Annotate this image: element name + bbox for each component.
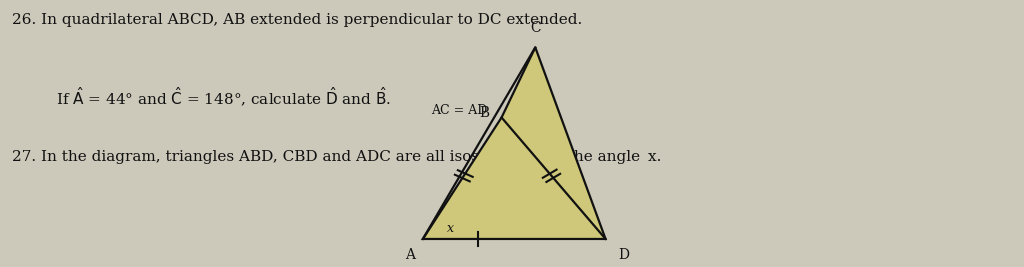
Text: B: B: [479, 106, 488, 120]
Text: C: C: [530, 21, 541, 34]
Text: 27. In the diagram, triangles ABD, CBD and ADC are all isosceles. Find the angle: 27. In the diagram, triangles ABD, CBD a…: [12, 150, 662, 163]
Text: 26. In quadrilateral ABCD, AB extended is perpendicular to DC extended.: 26. In quadrilateral ABCD, AB extended i…: [12, 13, 583, 27]
Text: x: x: [447, 222, 455, 235]
Text: If $\hat{\mathrm{A}}$ = 44° and $\hat{\mathrm{C}}$ = 148°, calculate $\hat{\math: If $\hat{\mathrm{A}}$ = 44° and $\hat{\m…: [56, 85, 391, 109]
Text: AC = AD: AC = AD: [431, 104, 487, 117]
Text: D: D: [618, 248, 629, 262]
Polygon shape: [423, 48, 605, 239]
Text: A: A: [406, 248, 415, 262]
